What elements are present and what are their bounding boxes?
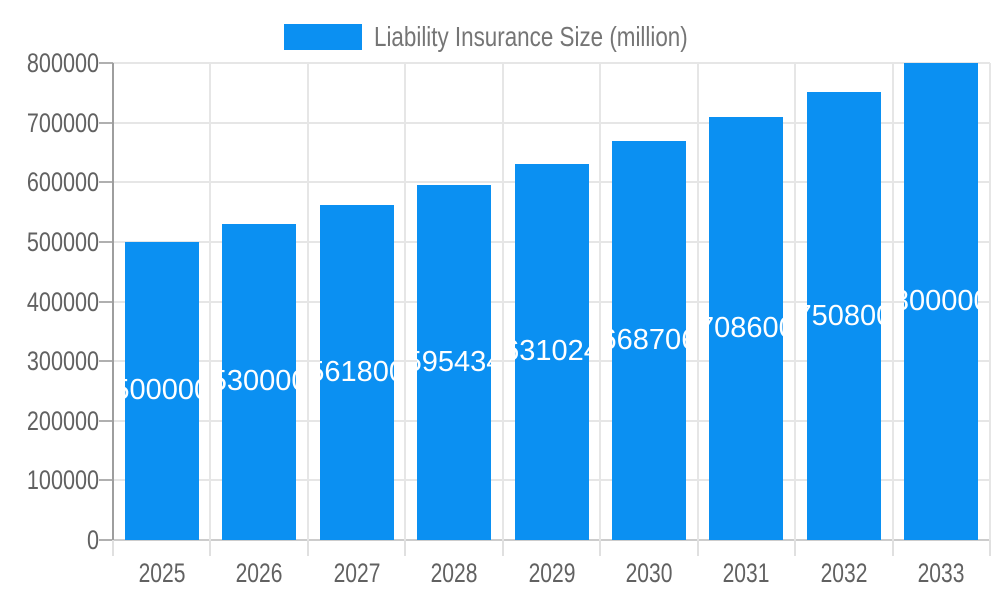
bar[interactable]: 800000: [904, 63, 979, 540]
x-axis-tick: [891, 540, 894, 556]
y-axis-tick: [99, 240, 113, 243]
y-axis-tick-label: 700000: [26, 107, 100, 138]
y-axis-tick-label: 800000: [26, 48, 100, 78]
x-axis-category-label: 2026: [235, 558, 283, 588]
x-axis-tick: [404, 540, 407, 556]
y-gridline: [113, 62, 990, 64]
x-axis-category-label: 2028: [430, 558, 478, 588]
x-gridline: [989, 63, 991, 540]
x-axis-category-label: 2030: [625, 558, 673, 588]
x-axis-category-label: 2032: [820, 558, 868, 588]
y-axis-tick: [99, 300, 113, 303]
bar[interactable]: 750800: [806, 92, 881, 540]
x-axis-category-label: 2029: [528, 558, 575, 588]
y-axis-tick: [99, 479, 113, 482]
x-gridline: [209, 63, 212, 540]
bar-value-label: 561800: [320, 356, 394, 388]
bar[interactable]: 631024: [514, 163, 589, 540]
bar-value-label: 750800: [807, 299, 881, 332]
y-axis-tick: [99, 181, 113, 184]
x-axis-tick: [501, 540, 504, 556]
bar-value-label: 668706: [612, 324, 686, 357]
bar[interactable]: 668706: [611, 141, 686, 540]
x-axis-category-label: 2027: [333, 558, 381, 588]
x-axis-tick: [794, 540, 797, 556]
y-gridline: [113, 121, 990, 124]
bar-value-label: 631024: [515, 335, 589, 368]
y-axis-line: [112, 63, 114, 540]
x-axis-tick: [112, 540, 114, 556]
bar-value-label: 800000: [904, 285, 978, 317]
y-axis-tick: [99, 360, 113, 363]
legend-label: Liability Insurance Size (million): [374, 21, 688, 52]
x-gridline: [599, 63, 602, 540]
x-gridline: [306, 63, 309, 540]
x-axis-tick: [696, 540, 699, 556]
x-axis-tick: [306, 540, 309, 556]
bar-value-label: 595434: [417, 345, 491, 378]
bar-value-label: 500000: [125, 374, 199, 407]
x-axis-tick: [989, 540, 991, 556]
x-axis-category-label: 2025: [138, 558, 186, 588]
x-gridline: [404, 63, 407, 540]
bar[interactable]: 708600: [709, 117, 784, 540]
y-axis-tick-label: 400000: [26, 286, 100, 317]
bar[interactable]: 530000: [222, 223, 297, 540]
y-axis-tick-label: 300000: [26, 346, 100, 377]
y-axis-tick: [99, 62, 113, 64]
bar[interactable]: 500000: [124, 241, 199, 540]
x-axis-category-label: 2031: [722, 558, 770, 588]
y-axis-tick: [99, 121, 113, 124]
x-axis-tick: [599, 540, 602, 556]
y-axis-tick-label: 0: [86, 525, 99, 555]
x-gridline: [501, 63, 504, 540]
y-gridline: [113, 539, 990, 541]
y-axis-tick-label: 600000: [26, 167, 100, 198]
y-axis-tick-label: 200000: [26, 405, 100, 436]
bar[interactable]: 561800: [319, 205, 394, 540]
bar-value-label: 708600: [709, 312, 783, 345]
x-gridline: [696, 63, 699, 540]
x-axis-category-label: 2033: [917, 558, 965, 588]
bar[interactable]: 595434: [417, 184, 492, 540]
y-axis-tick: [99, 419, 113, 422]
y-axis-tick: [99, 539, 113, 541]
x-gridline: [794, 63, 797, 540]
y-axis-tick-label: 500000: [26, 226, 100, 257]
x-axis-tick: [209, 540, 212, 556]
x-gridline: [891, 63, 894, 540]
bar-value-label: 530000: [222, 365, 296, 398]
y-axis-tick-label: 100000: [26, 465, 100, 496]
legend-swatch: [284, 24, 362, 50]
